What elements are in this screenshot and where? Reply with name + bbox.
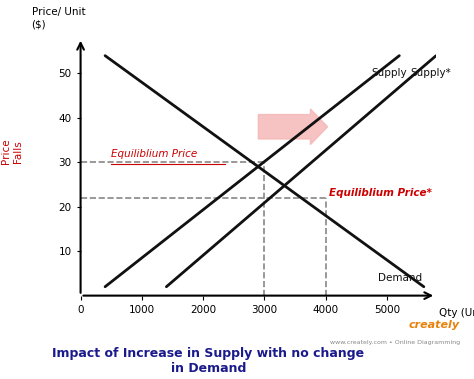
Text: Equiliblium Price*: Equiliblium Price* — [329, 188, 432, 197]
FancyArrow shape — [258, 109, 328, 144]
Text: Demand: Demand — [378, 273, 422, 283]
Text: www.creately.com • Online Diagramming: www.creately.com • Online Diagramming — [329, 340, 460, 345]
Text: Price
Falls: Price Falls — [1, 139, 23, 164]
Text: Qty (Units): Qty (Units) — [439, 309, 474, 318]
Text: Equiliblium Price: Equiliblium Price — [111, 149, 198, 159]
Text: Supply*: Supply* — [410, 69, 451, 78]
Text: creately: creately — [409, 320, 460, 330]
Text: Supply: Supply — [372, 69, 407, 78]
Text: Impact of Increase in Supply with no change
in Demand: Impact of Increase in Supply with no cha… — [53, 347, 365, 375]
Text: Price/ Unit
($): Price/ Unit ($) — [32, 8, 85, 29]
